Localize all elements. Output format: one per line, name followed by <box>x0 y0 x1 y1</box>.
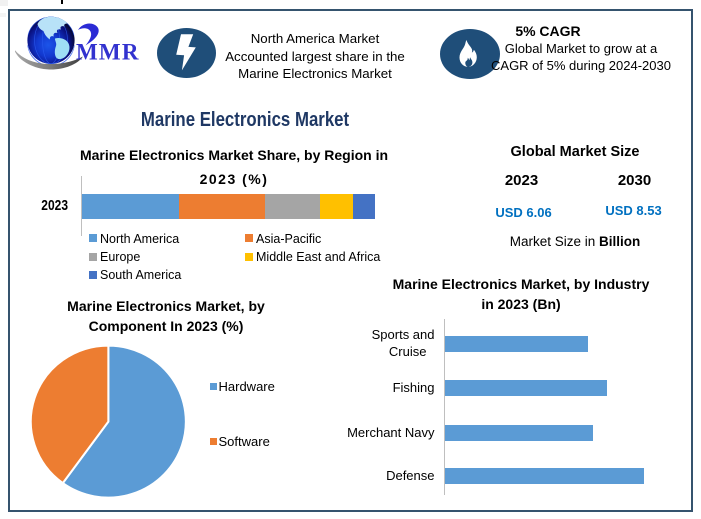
svg-text:MMR: MMR <box>76 39 140 64</box>
